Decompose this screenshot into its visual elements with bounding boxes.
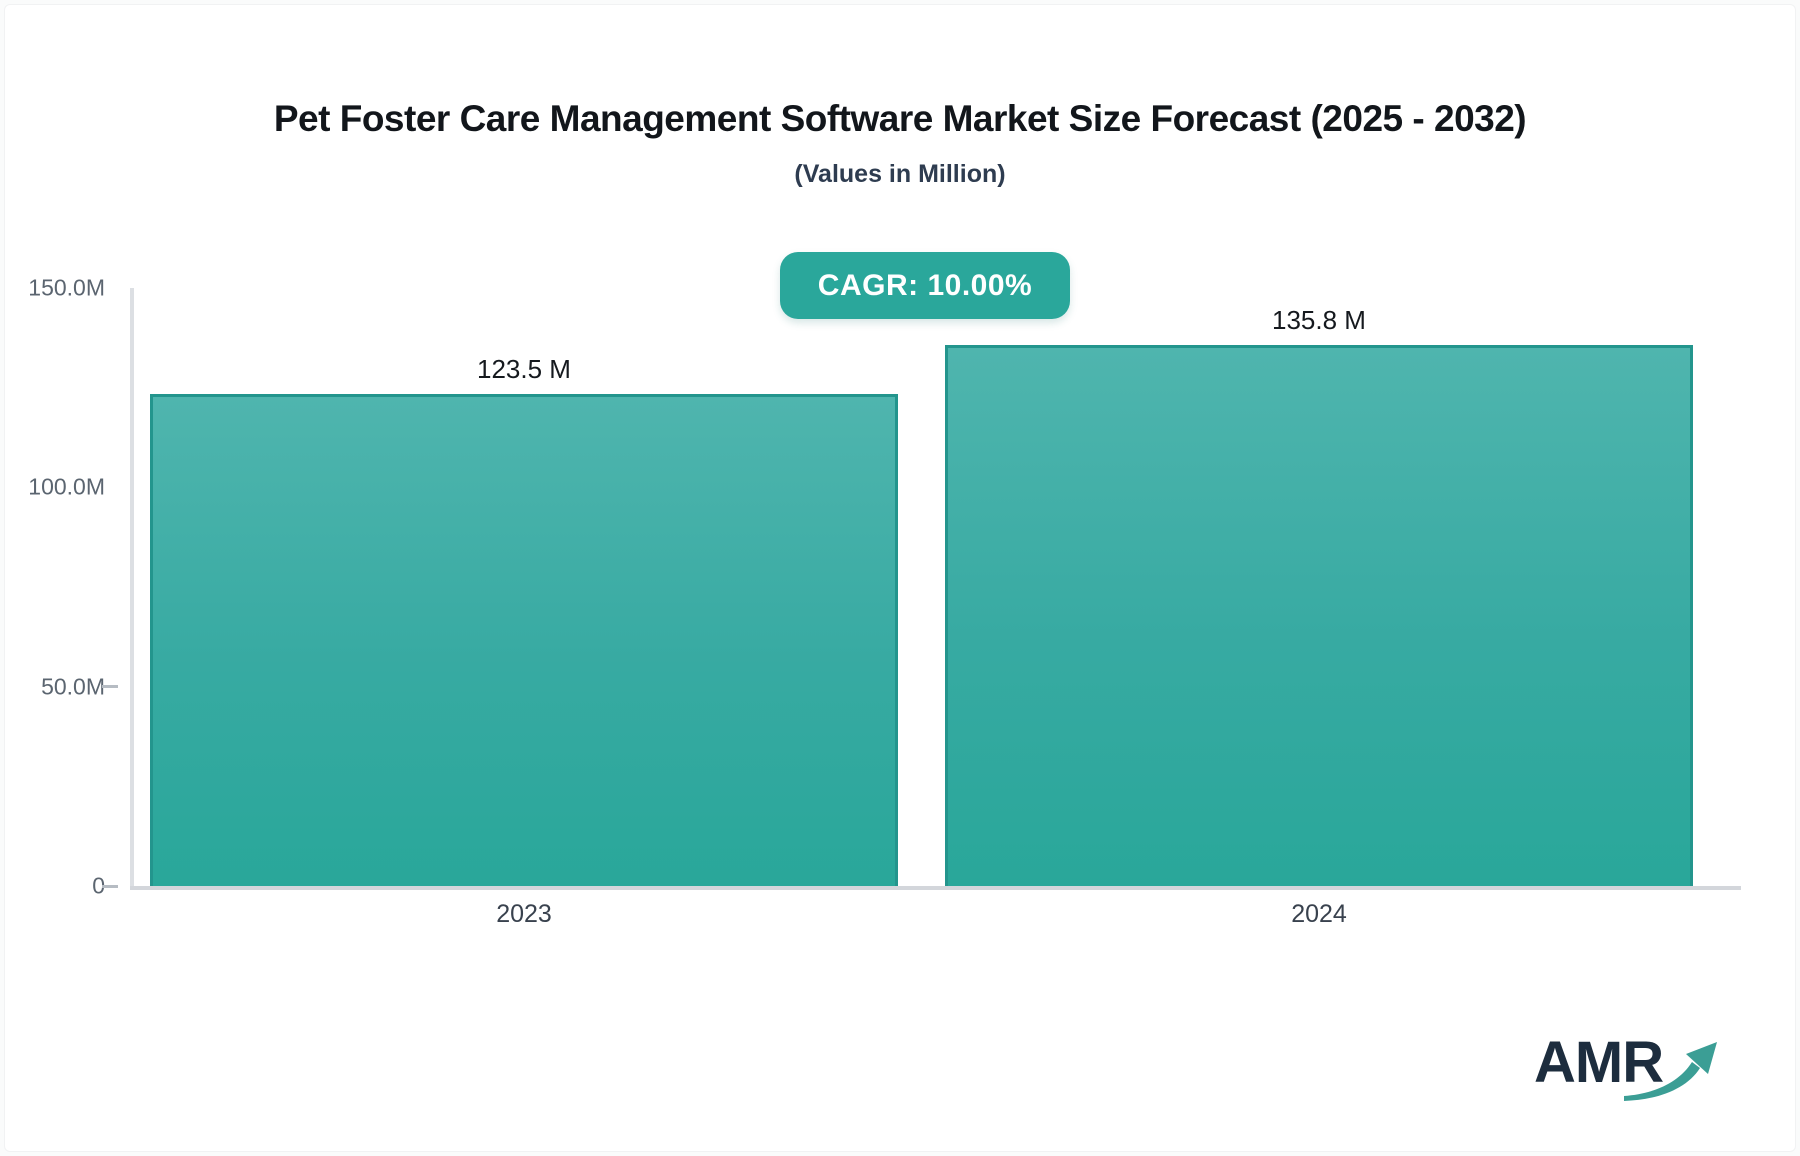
y-tick-label: 150.0M xyxy=(28,274,105,301)
bar-2023[interactable] xyxy=(150,393,898,886)
y-axis-line xyxy=(130,288,134,886)
growth-arrow-icon xyxy=(1622,1040,1722,1107)
amr-logo-text: AMR xyxy=(1534,1030,1664,1095)
cagr-badge: CAGR: 10.00% xyxy=(780,252,1070,319)
x-axis-line xyxy=(130,886,1741,890)
x-tick-label-2023: 2023 xyxy=(496,900,552,928)
bar-value-label: 135.8 M xyxy=(1272,304,1366,335)
y-tick-dash xyxy=(102,685,118,689)
y-tick-label: 50.0M xyxy=(41,673,105,700)
amr-logo: AMR xyxy=(1534,1030,1717,1101)
bar-2024[interactable] xyxy=(945,344,1693,886)
chart-title: Pet Foster Care Management Software Mark… xyxy=(273,98,1527,139)
y-tick-label: 0 xyxy=(92,872,105,899)
y-tick-dash xyxy=(102,884,118,888)
y-tick-label: 100.0M xyxy=(28,473,105,500)
chart-subtitle: (Values in Million) xyxy=(794,160,1006,188)
bar-value-label: 123.5 M xyxy=(477,353,571,384)
x-tick-label-2024: 2024 xyxy=(1291,900,1347,928)
